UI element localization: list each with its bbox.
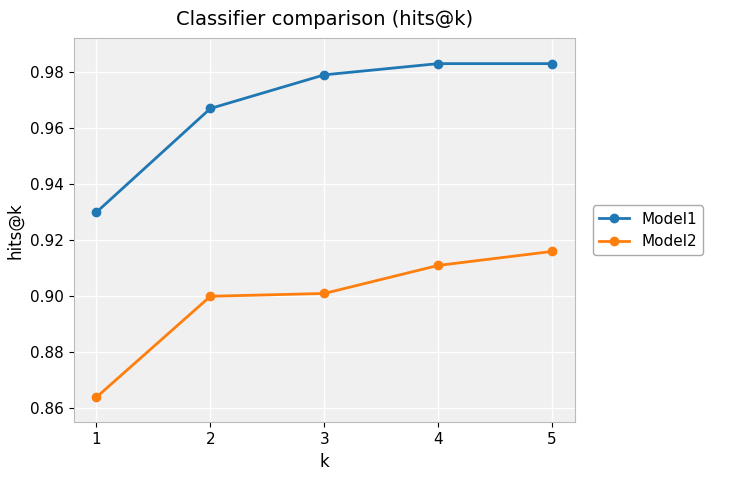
Model1 <box>206 106 214 111</box>
Title: Classifier comparison (hits@k): Classifier comparison (hits@k) <box>175 10 473 28</box>
X-axis label: k: k <box>319 453 329 471</box>
Line: Model1: Model1 <box>92 60 556 216</box>
Model1 <box>434 61 443 67</box>
Y-axis label: hits@k: hits@k <box>7 202 24 259</box>
Model2 <box>434 263 443 268</box>
Model2 <box>92 394 101 400</box>
Model1 <box>320 72 329 78</box>
Model2 <box>548 249 556 254</box>
Model2 <box>206 293 214 299</box>
Model1 <box>92 209 101 215</box>
Line: Model2: Model2 <box>92 247 556 401</box>
Model1 <box>548 61 556 67</box>
Legend: Model1, Model2: Model1, Model2 <box>593 205 703 255</box>
Model2 <box>320 290 329 296</box>
